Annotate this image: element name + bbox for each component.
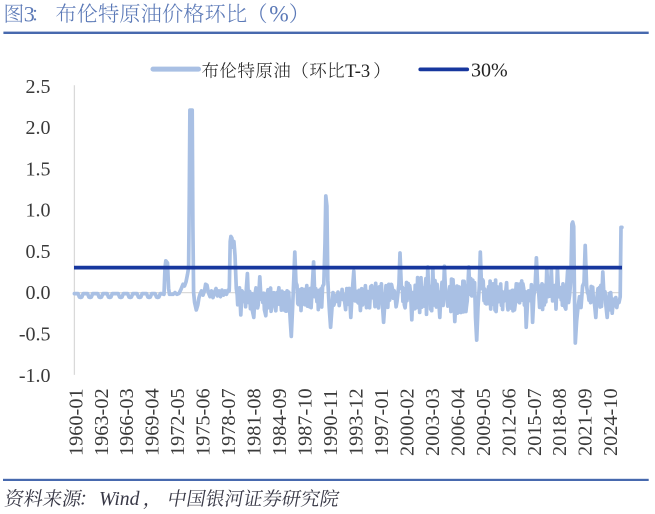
svg-text:2012-06: 2012-06 <box>498 388 520 456</box>
svg-text:Wind: Wind <box>99 488 140 510</box>
svg-text:1990-11: 1990-11 <box>320 389 342 456</box>
svg-text:1975-06: 1975-06 <box>193 388 215 456</box>
svg-text:1963-02: 1963-02 <box>91 388 113 456</box>
svg-text:2.0: 2.0 <box>26 117 51 139</box>
svg-text:1960-01: 1960-01 <box>65 388 87 456</box>
svg-text:2024-10: 2024-10 <box>600 388 622 456</box>
svg-text:1978-07: 1978-07 <box>218 388 240 456</box>
svg-text:1966-03: 1966-03 <box>116 388 138 456</box>
svg-text:1969-04: 1969-04 <box>142 388 164 456</box>
svg-text:1993-12: 1993-12 <box>346 388 368 456</box>
svg-text:1984-09: 1984-09 <box>269 388 291 456</box>
svg-text:-0.5: -0.5 <box>19 324 51 346</box>
svg-text:0.5: 0.5 <box>26 241 51 263</box>
svg-text:2.5: 2.5 <box>26 76 51 98</box>
svg-text:-1.0: -1.0 <box>19 365 51 387</box>
svg-text:1.0: 1.0 <box>26 200 51 222</box>
svg-text:2009-05: 2009-05 <box>473 388 495 456</box>
svg-text:30%: 30% <box>471 60 508 82</box>
svg-text:3: 3 <box>24 1 35 26</box>
svg-text:2021-09: 2021-09 <box>575 388 597 456</box>
svg-text:%: % <box>269 1 289 27</box>
svg-text:2018-08: 2018-08 <box>549 388 571 456</box>
svg-text:1981-08: 1981-08 <box>244 388 266 456</box>
svg-text:2015-07: 2015-07 <box>524 388 546 456</box>
svg-text:T-3: T-3 <box>345 62 370 82</box>
svg-text:1972-05: 1972-05 <box>167 388 189 456</box>
svg-text:1997-01: 1997-01 <box>371 388 393 456</box>
svg-text:2000-02: 2000-02 <box>396 388 418 456</box>
svg-text:1987-10: 1987-10 <box>295 388 317 456</box>
svg-text:1.5: 1.5 <box>26 158 51 180</box>
svg-text:2006-04: 2006-04 <box>447 388 469 456</box>
svg-text:2003-03: 2003-03 <box>422 388 444 456</box>
svg-text:0.0: 0.0 <box>26 282 51 304</box>
